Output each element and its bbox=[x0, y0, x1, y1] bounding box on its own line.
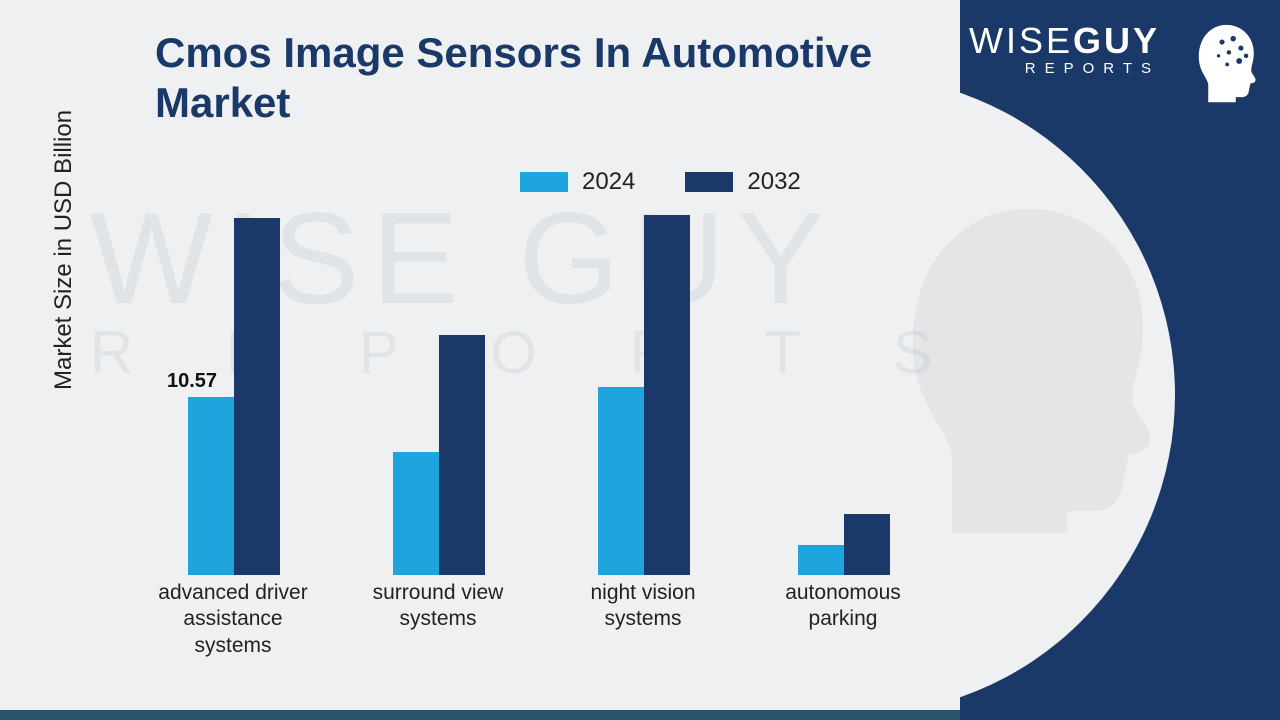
legend-item-2032: 2032 bbox=[685, 168, 800, 196]
legend: 2024 2032 bbox=[520, 168, 801, 196]
legend-swatch-2032 bbox=[685, 172, 733, 192]
bar-2032 bbox=[644, 215, 690, 575]
bar-value-label: 10.57 bbox=[152, 370, 232, 393]
y-axis-label: Market Size in USD Billion bbox=[50, 110, 78, 390]
legend-label-2024: 2024 bbox=[582, 168, 635, 196]
legend-label-2032: 2032 bbox=[747, 168, 800, 196]
logo-line1: WISEGUY bbox=[969, 20, 1160, 62]
logo-line2: REPORTS bbox=[969, 60, 1160, 77]
logo-head-icon bbox=[1179, 18, 1265, 104]
stage: WISE GUY R E P O R T S Cmos Image Sensor… bbox=[0, 0, 1280, 720]
category-label: surround view systems bbox=[353, 580, 523, 633]
bar-2024 bbox=[798, 545, 844, 575]
bar-2032 bbox=[439, 335, 485, 576]
category-label: autonomous parking bbox=[758, 580, 928, 633]
logo-word-guy: GUY bbox=[1073, 20, 1160, 61]
category-label: advanced driver assistance systems bbox=[148, 580, 318, 659]
bottom-strip bbox=[0, 710, 960, 720]
bar-2024 bbox=[393, 452, 439, 575]
bar-2032 bbox=[234, 218, 280, 575]
plot-area: 10.57 bbox=[128, 205, 948, 575]
bar-2032 bbox=[844, 514, 890, 575]
legend-swatch-2024 bbox=[520, 172, 568, 192]
legend-item-2024: 2024 bbox=[520, 168, 635, 196]
category-label: night vision systems bbox=[558, 580, 728, 633]
brand-logo: WISEGUY REPORTS bbox=[969, 20, 1160, 77]
bar-2024 bbox=[598, 387, 644, 575]
logo-word-wise: WISE bbox=[969, 20, 1073, 61]
page-title: Cmos Image Sensors In Automotive Market bbox=[155, 28, 915, 127]
bar-2024 bbox=[188, 397, 234, 575]
